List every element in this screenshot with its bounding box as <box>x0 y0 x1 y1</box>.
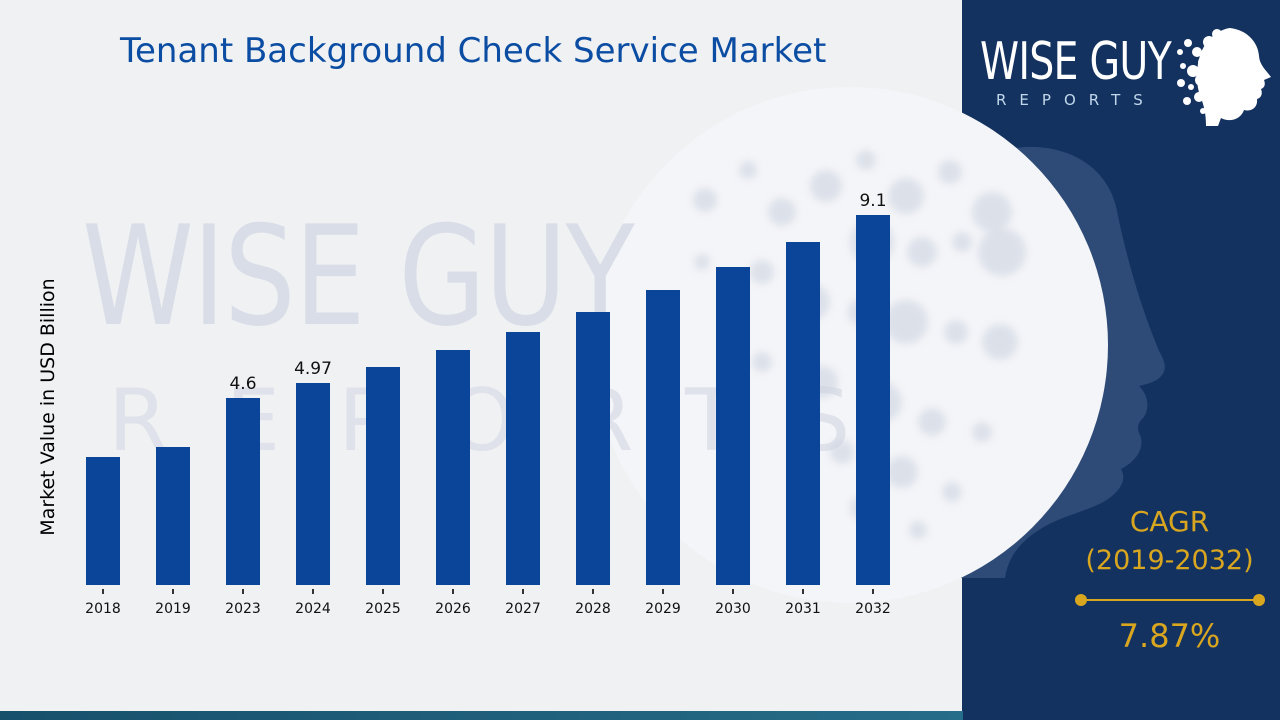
bar <box>86 457 120 585</box>
brand-logo: WISE GUY REPORTS <box>980 36 1231 109</box>
face-logo-icon <box>1177 28 1271 126</box>
cagr-block: CAGR (2019-2032) 7.87% <box>1062 505 1277 655</box>
cagr-value: 7.87% <box>1118 616 1221 655</box>
cagr-range: (2019-2032) <box>1085 544 1254 576</box>
bar <box>646 290 680 585</box>
x-tick-label: 2031 <box>785 601 821 617</box>
bar <box>366 367 400 585</box>
bar-value-label: 4.97 <box>294 359 332 379</box>
bar <box>156 447 190 585</box>
bar-group-2024: 4.97 2024 <box>294 185 332 617</box>
bar-value-label: 9.1 <box>859 191 887 211</box>
cagr-divider-line <box>1074 593 1265 606</box>
bar-group-2029: 2029 <box>645 185 681 617</box>
bar <box>296 383 330 585</box>
page-title: Tenant Background Check Service Market <box>120 31 827 71</box>
bar <box>436 350 470 585</box>
bar-group-2030: 2030 <box>715 185 751 617</box>
x-tick-label: 2028 <box>575 601 611 617</box>
x-tick-label: 2018 <box>85 601 121 617</box>
x-tick-label: 2025 <box>365 601 401 617</box>
bar <box>786 242 820 585</box>
bar-group-2027: 2027 <box>505 185 541 617</box>
bar <box>226 398 260 585</box>
cagr-label: CAGR <box>1129 505 1210 538</box>
x-tick-label: 2023 <box>225 601 261 617</box>
bar-group-2032: 9.1 2032 <box>855 185 891 617</box>
bar-group-2028: 2028 <box>575 185 611 617</box>
bar-value-label: 4.6 <box>229 374 257 394</box>
bar-group-2031: 2031 <box>785 185 821 617</box>
bar-group-2026: 2026 <box>435 185 471 617</box>
bar <box>506 332 540 585</box>
x-tick-label: 2024 <box>295 601 331 617</box>
bar <box>716 267 750 585</box>
x-tick-label: 2029 <box>645 601 681 617</box>
x-tick-label: 2027 <box>505 601 541 617</box>
bar <box>856 215 890 585</box>
x-tick-label: 2019 <box>155 601 191 617</box>
bar-plot: 2018 2019 4.6 2023 4.97 2024 2025 2026 2027 2028 2… <box>80 185 910 617</box>
bar <box>576 312 610 585</box>
bar-group-2023: 4.6 2023 <box>225 185 261 617</box>
brand-logo-subtext: REPORTS <box>996 91 1156 109</box>
x-tick-label: 2026 <box>435 601 471 617</box>
x-tick-label: 2030 <box>715 601 751 617</box>
bar-group-2025: 2025 <box>365 185 401 617</box>
bar-group-2018: 2018 <box>85 185 121 617</box>
x-tick-label: 2032 <box>855 601 891 617</box>
bar-group-2019: 2019 <box>155 185 191 617</box>
brand-logo-text: WISE GUY <box>980 32 1172 92</box>
y-axis-label: Market Value in USD Billion <box>37 278 59 536</box>
bottom-accent-bar <box>0 711 963 720</box>
